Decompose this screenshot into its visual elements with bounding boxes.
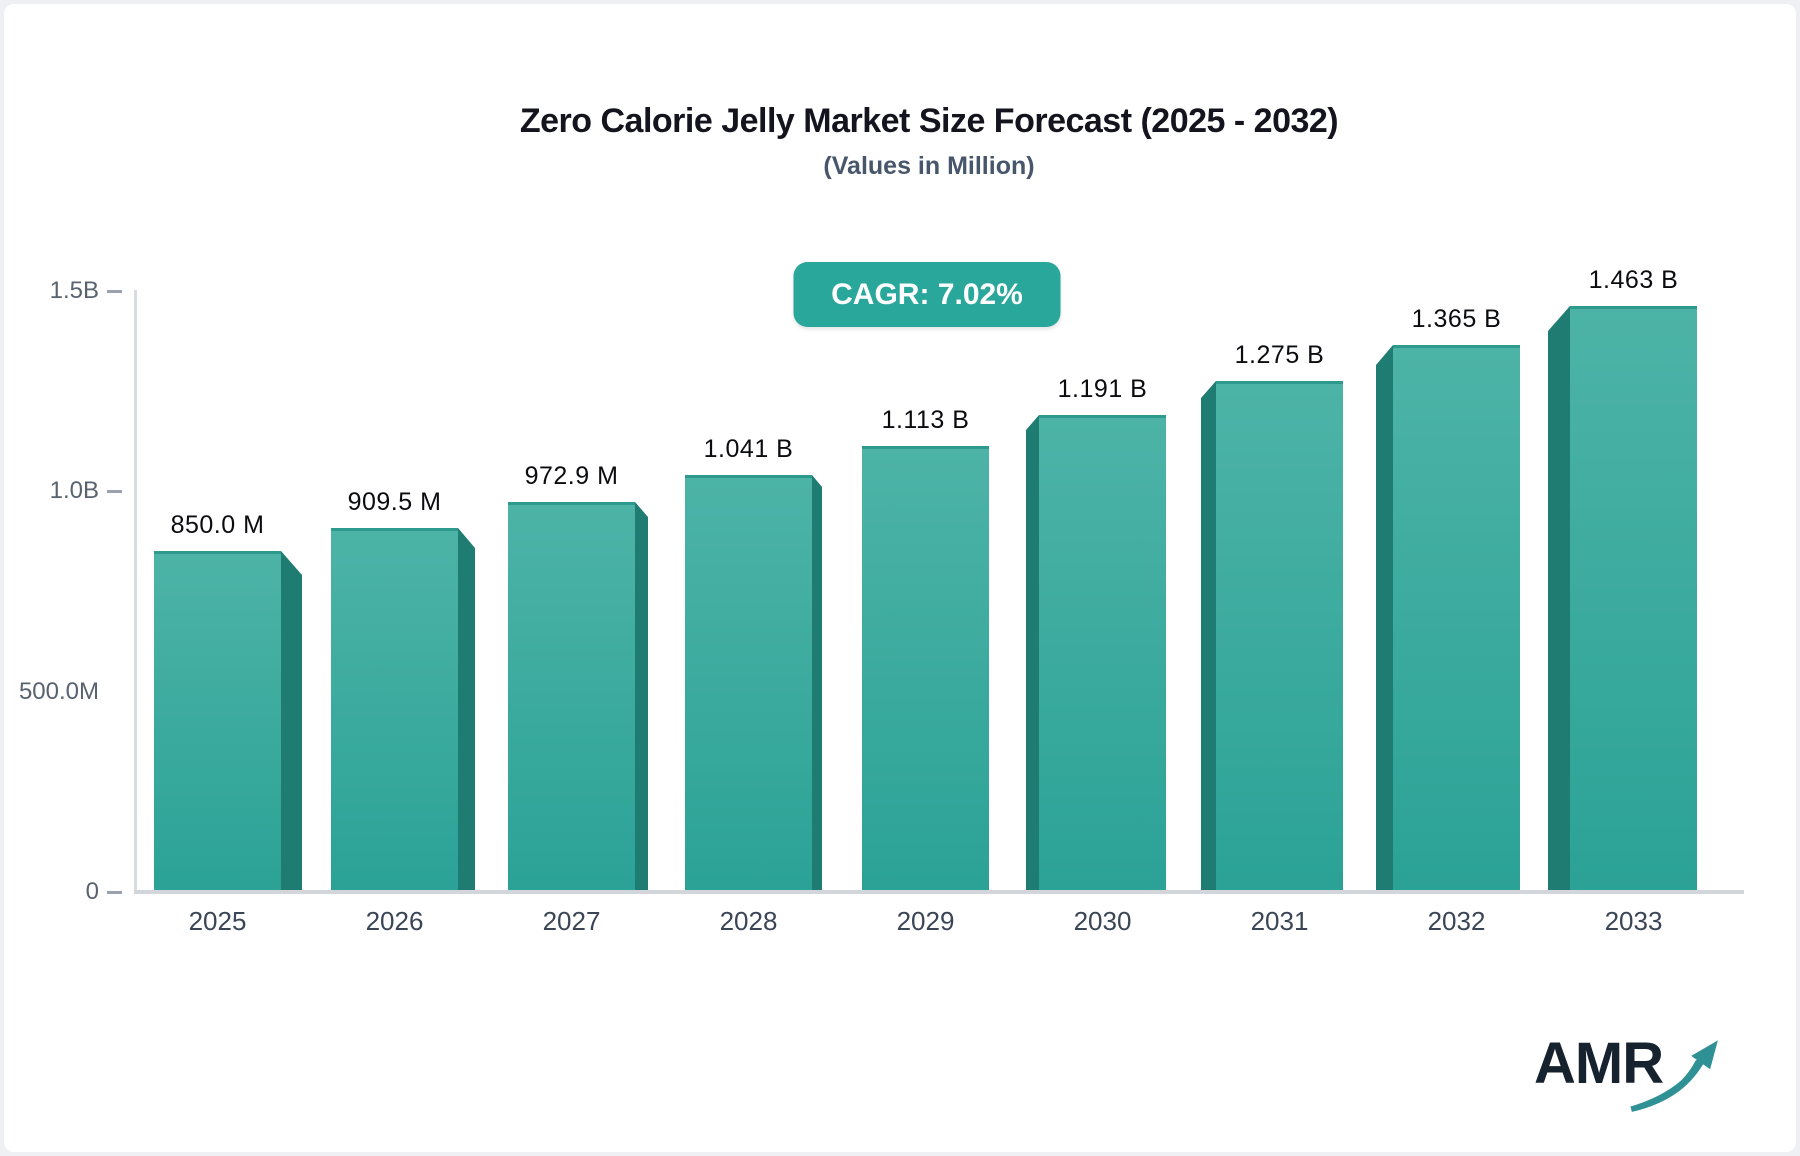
x-axis-label-2031: 2031 — [1250, 906, 1309, 936]
x-axis-label-2027: 2027 — [542, 906, 601, 936]
bar-2033[interactable] — [1570, 306, 1697, 892]
bar-2030[interactable] — [1039, 415, 1166, 892]
bar-2031[interactable] — [1216, 381, 1343, 892]
bar-value-label-2033: 1.463 B — [1588, 266, 1679, 294]
bar-value-label-2032: 1.365 B — [1411, 305, 1502, 333]
y-axis-tick — [107, 891, 122, 894]
x-axis-label-2029: 2029 — [896, 906, 955, 936]
bar-value-label-2031: 1.275 B — [1234, 341, 1325, 369]
x-axis-label-2026: 2026 — [365, 906, 424, 936]
amr-logo: AMR — [1534, 1030, 1764, 1120]
bar-value-label-2030: 1.191 B — [1057, 375, 1148, 403]
bar-2026[interactable] — [331, 528, 458, 892]
chart-title: Zero Calorie Jelly Market Size Forecast … — [519, 102, 1339, 140]
bar-2028-side-face — [812, 475, 822, 892]
bar-2033-side-face — [1548, 306, 1570, 892]
bar-2027-side-face — [635, 502, 648, 892]
y-axis-label-500.0M: 500.0M — [18, 678, 99, 705]
bar-2032[interactable] — [1393, 345, 1520, 892]
bar-2025[interactable] — [154, 551, 281, 892]
bar-2030-side-face — [1026, 415, 1039, 892]
bar-2032-side-face — [1376, 345, 1393, 892]
cagr-badge-label: CAGR: 7.02% — [831, 277, 1023, 311]
x-axis-label-2030: 2030 — [1073, 906, 1132, 936]
growth-arrow-icon — [1630, 1040, 1718, 1112]
bar-value-label-2026: 909.5 M — [347, 488, 442, 516]
bar-value-label-2029: 1.113 B — [881, 406, 970, 434]
x-axis-baseline — [134, 890, 1744, 894]
y-axis-label-0: 0 — [85, 878, 99, 905]
bar-2026-side-face — [458, 528, 475, 892]
bar-2025-side-face — [281, 551, 302, 892]
x-axis-label-2032: 2032 — [1427, 906, 1486, 936]
bar-2028[interactable] — [685, 475, 812, 892]
x-axis-label-2033: 2033 — [1604, 906, 1663, 936]
amr-logo-text: AMR — [1534, 1031, 1664, 1096]
bar-value-label-2028: 1.041 B — [703, 435, 794, 463]
y-axis-tick — [107, 290, 122, 293]
bar-2031-side-face — [1201, 381, 1216, 892]
bar-chart-plot-area: 1.5B 1.0B 500.0M 0 850.0 M 2025 909.5 M 2026 972… — [4, 4, 1796, 1152]
bar-value-label-2027: 972.9 M — [524, 462, 619, 490]
y-axis-label-1.5B: 1.5B — [49, 277, 99, 304]
y-axis-label-1.0B: 1.0B — [49, 477, 99, 504]
chart-subtitle: (Values in Million) — [823, 152, 1035, 180]
cagr-badge: CAGR: 7.02% — [793, 262, 1061, 327]
x-axis-label-2025: 2025 — [188, 906, 247, 936]
y-axis-tick — [107, 490, 122, 493]
y-axis-line — [134, 290, 137, 892]
chart-card: Zero Calorie Jelly Market Size Forecast … — [4, 4, 1796, 1152]
bar-2027[interactable] — [508, 502, 635, 892]
bar-value-label-2025: 850.0 M — [170, 511, 265, 539]
x-axis-label-2028: 2028 — [719, 906, 778, 936]
bar-2029[interactable] — [862, 446, 989, 892]
